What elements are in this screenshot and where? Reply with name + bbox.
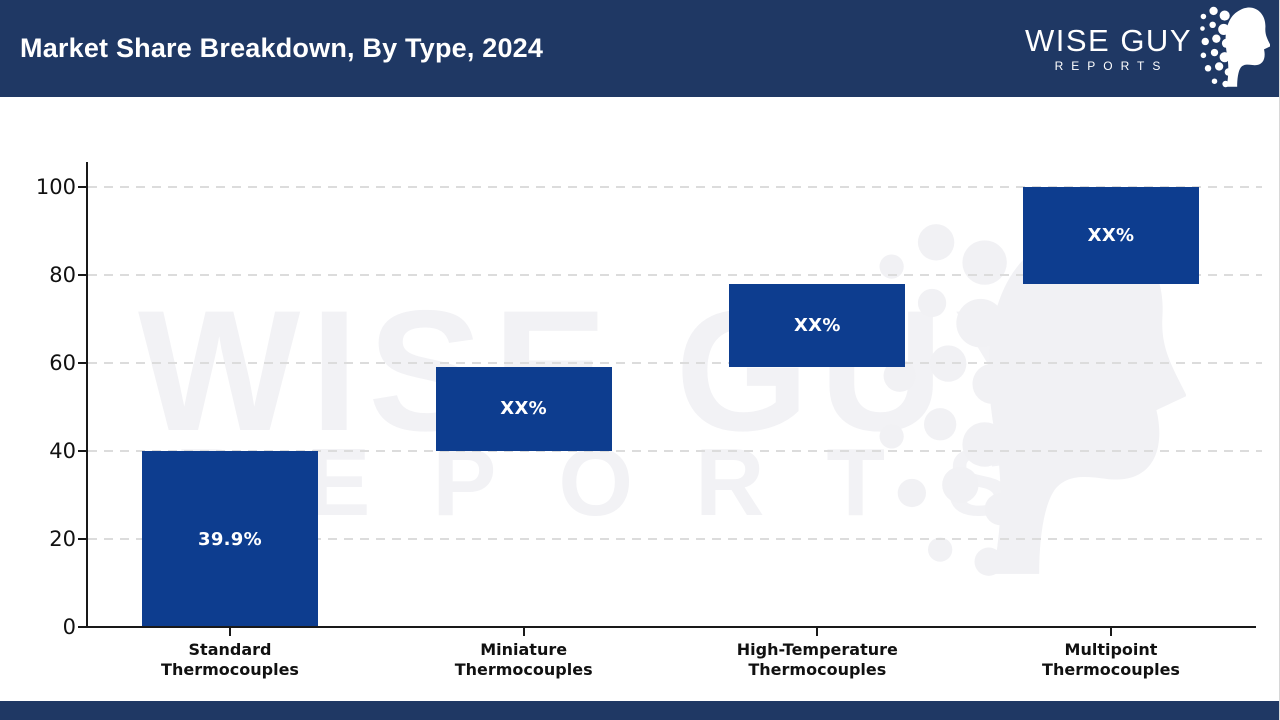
gridline-40	[88, 450, 1262, 452]
x-category-line: Standard	[188, 640, 272, 659]
y-tick-60	[78, 362, 86, 364]
bar-segment-3: XX%	[1023, 187, 1199, 284]
gridline-100	[88, 186, 1262, 188]
gridline-80	[88, 274, 1262, 276]
x-category-label-1: Miniature Thermocouples	[384, 640, 664, 680]
y-tick-20	[78, 538, 86, 540]
x-category-line: Thermocouples	[454, 660, 593, 679]
y-tick-40	[78, 450, 86, 452]
y-tick-label-60: 60	[49, 351, 76, 375]
watermark-head-icon	[856, 210, 1187, 594]
y-tick-label-0: 0	[62, 615, 76, 639]
page-title: Market Share Breakdown, By Type, 2024	[20, 33, 544, 63]
x-category-line: Multipoint	[1064, 640, 1158, 659]
y-tick-label-20: 20	[49, 527, 76, 551]
x-category-label-3: Multipoint Thermocouples	[971, 640, 1251, 680]
y-tick-80	[78, 274, 86, 276]
y-axis-spine	[86, 162, 88, 628]
x-category-line: Thermocouples	[748, 660, 887, 679]
logo-name-label: WISE GUY	[1024, 23, 1192, 58]
y-tick-label-100: 100	[35, 175, 76, 199]
bar-value-label-1: XX%	[500, 398, 547, 420]
x-tick-1	[522, 628, 525, 636]
x-tick-0	[229, 628, 231, 636]
bar-value-label-3: XX%	[1087, 224, 1135, 246]
header-band: Market Share Breakdown, By Type, 2024 WI…	[0, 0, 1279, 97]
x-category-line: High-Temperature	[736, 640, 898, 659]
bar-segment-1: XX%	[435, 366, 612, 452]
bar-segment-2: XX%	[729, 283, 906, 367]
gridline-60	[88, 362, 1262, 364]
x-category-label-2: High-Temperature Thermocouples	[677, 640, 957, 680]
wiseguy-head-icon	[1196, 3, 1271, 95]
wiseguy-logo: WISE GUY REPORTS	[1025, 0, 1271, 97]
footer-band	[0, 701, 1279, 720]
y-tick-label-40: 40	[49, 439, 76, 463]
bar-value-label-2: XX%	[793, 314, 841, 336]
x-axis-spine	[86, 626, 1256, 628]
gridline-20	[88, 538, 1262, 540]
x-category-label-0: Standard Thermocouples	[90, 640, 370, 680]
x-category-line: Thermocouples	[161, 660, 299, 679]
x-category-line: Thermocouples	[1042, 660, 1180, 679]
y-tick-label-80: 80	[49, 263, 76, 287]
bar-value-label-0: 39.9%	[198, 528, 262, 550]
x-tick-3	[1110, 628, 1112, 636]
y-tick-0	[78, 626, 86, 628]
wiseguy-logo-text: WISE GUY REPORTS	[1025, 25, 1192, 72]
logo-sub-label: REPORTS	[1054, 59, 1169, 73]
x-tick-2	[816, 628, 819, 636]
y-tick-100	[78, 186, 86, 188]
x-category-line: Miniature	[480, 640, 568, 659]
bar-segment-0: 39.9%	[142, 451, 318, 627]
